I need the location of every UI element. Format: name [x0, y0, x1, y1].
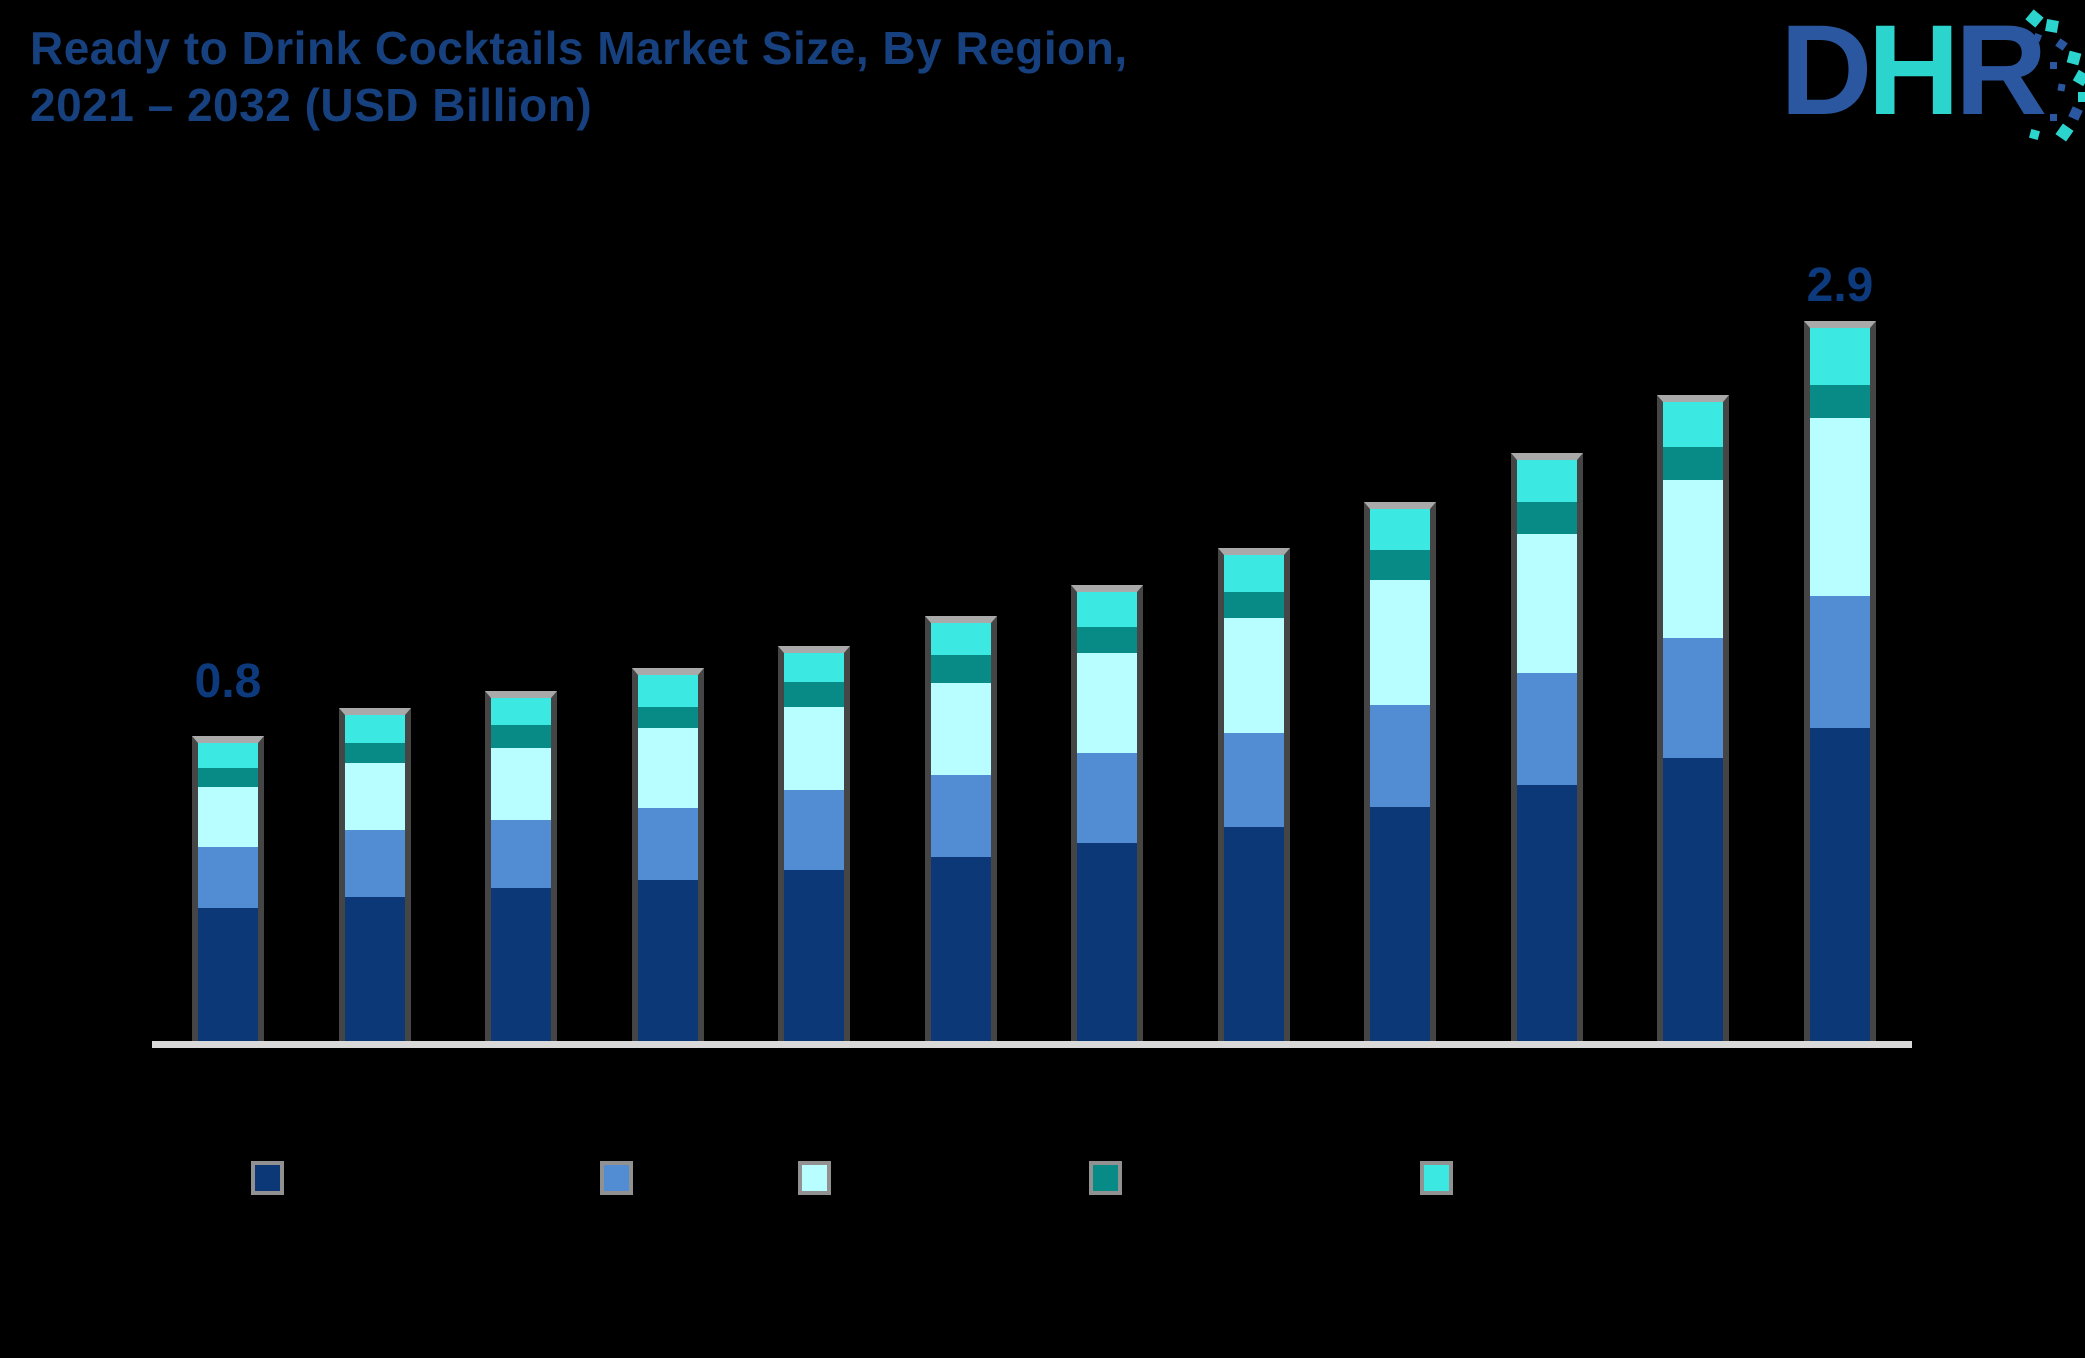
logo-burst-square	[2066, 50, 2082, 66]
segment-navy-2032	[1810, 728, 1870, 1042]
segment-dark-teal-2030	[1517, 502, 1577, 534]
segment-pale-cyan-2030	[1517, 534, 1577, 673]
segment-pale-cyan-2028	[1224, 618, 1284, 733]
segment-dark-teal-2028	[1224, 592, 1284, 618]
segment-bright-cyan-2030	[1517, 460, 1577, 502]
segment-pale-cyan-2022	[345, 763, 405, 830]
segment-dark-teal-2021	[198, 768, 258, 787]
logo-burst-square	[2045, 19, 2059, 33]
segment-dark-teal-2029	[1370, 550, 1430, 580]
segment-pale-cyan-2029	[1370, 580, 1430, 705]
segment-navy-2031	[1663, 758, 1723, 1042]
bar-2028	[1218, 548, 1290, 1042]
segment-pale-cyan-2025	[784, 707, 844, 790]
logo-burst-square	[2057, 83, 2066, 92]
segment-navy-2022	[345, 897, 405, 1042]
segment-dark-teal-2032	[1810, 385, 1870, 418]
segment-medium-blue-2023	[491, 820, 551, 888]
segment-bright-cyan-2024	[638, 675, 698, 707]
segment-bright-cyan-2025	[784, 653, 844, 682]
segment-medium-blue-2027	[1077, 753, 1137, 843]
legend-swatch-bright-cyan	[1420, 1161, 1453, 1195]
segment-bright-cyan-2027	[1077, 592, 1137, 627]
segment-bright-cyan-2026	[931, 623, 991, 655]
bar-2024	[632, 668, 704, 1042]
chart-title: Ready to Drink Cocktails Market Size, By…	[30, 20, 1128, 134]
segment-medium-blue-2028	[1224, 733, 1284, 827]
bar-2022	[339, 708, 411, 1042]
x-axis-line	[152, 1041, 1912, 1048]
segment-medium-blue-2031	[1663, 638, 1723, 758]
bar-2030	[1511, 453, 1583, 1042]
segment-medium-blue-2026	[931, 775, 991, 857]
logo-burst-square	[2068, 106, 2083, 121]
segment-navy-2024	[638, 880, 698, 1042]
legend-swatch-medium-blue	[600, 1161, 633, 1195]
logo-letter-h: H	[1867, 0, 1959, 142]
segment-bright-cyan-2021	[198, 743, 258, 768]
segment-dark-teal-2027	[1077, 627, 1137, 653]
legend-swatch-pale-cyan	[798, 1161, 831, 1195]
segment-navy-2029	[1370, 807, 1430, 1042]
legend-swatch-navy	[251, 1161, 284, 1195]
segment-bright-cyan-2031	[1663, 402, 1723, 447]
segment-navy-2026	[931, 857, 991, 1042]
logo-burst-square	[2050, 114, 2057, 121]
segment-pale-cyan-2023	[491, 748, 551, 820]
segment-medium-blue-2021	[198, 847, 258, 908]
segment-navy-2021	[198, 908, 258, 1042]
segment-medium-blue-2024	[638, 808, 698, 880]
segment-navy-2028	[1224, 827, 1284, 1042]
logo-letter-d: D	[1780, 0, 1872, 142]
bar-2023	[485, 691, 557, 1042]
logo-burst-square	[2072, 69, 2085, 87]
segment-pale-cyan-2026	[931, 683, 991, 775]
segment-bright-cyan-2023	[491, 698, 551, 725]
segment-bright-cyan-2032	[1810, 328, 1870, 385]
segment-bright-cyan-2022	[345, 715, 405, 743]
segment-dark-teal-2026	[931, 655, 991, 683]
segment-pale-cyan-2024	[638, 728, 698, 808]
segment-dark-teal-2031	[1663, 447, 1723, 480]
segment-bright-cyan-2029	[1370, 509, 1430, 550]
bar-2031	[1657, 395, 1729, 1042]
logo-burst-square	[2055, 38, 2068, 51]
segment-pale-cyan-2032	[1810, 418, 1870, 596]
legend-swatch-dark-teal	[1089, 1161, 1122, 1195]
chart-title-line-2: 2021 – 2032 (USD Billion)	[30, 79, 593, 131]
segment-pale-cyan-2031	[1663, 480, 1723, 638]
bar-2029	[1364, 502, 1436, 1042]
segment-medium-blue-2025	[784, 790, 844, 870]
value-label-2032: 2.9	[1806, 259, 1874, 312]
logo-burst-square	[2050, 62, 2057, 69]
segment-dark-teal-2025	[784, 682, 844, 707]
bar-2032	[1804, 321, 1876, 1042]
logo-letter-r: R	[1954, 0, 2047, 142]
segment-dark-teal-2024	[638, 707, 698, 728]
segment-navy-2030	[1517, 785, 1577, 1042]
segment-medium-blue-2030	[1517, 673, 1577, 785]
logo-burst-square	[2055, 123, 2074, 142]
logo-burst-square	[2078, 92, 2085, 102]
segment-medium-blue-2032	[1810, 596, 1870, 728]
segment-navy-2023	[491, 888, 551, 1042]
bar-2021	[192, 736, 264, 1042]
segment-medium-blue-2022	[345, 830, 405, 897]
segment-dark-teal-2023	[491, 725, 551, 748]
segment-bright-cyan-2028	[1224, 555, 1284, 592]
segment-pale-cyan-2027	[1077, 653, 1137, 753]
dhr-logo: DHR	[1780, 7, 2085, 142]
segment-medium-blue-2029	[1370, 705, 1430, 807]
value-label-2021: 0.8	[194, 655, 262, 708]
segment-navy-2027	[1077, 843, 1137, 1042]
dhr-logo-letters: DHR	[1780, 7, 2047, 135]
segment-navy-2025	[784, 870, 844, 1042]
bar-2026	[925, 616, 997, 1042]
bar-2027	[1071, 585, 1143, 1042]
chart-title-line-1: Ready to Drink Cocktails Market Size, By…	[30, 22, 1128, 74]
bar-2025	[778, 646, 850, 1042]
segment-dark-teal-2022	[345, 743, 405, 763]
segment-pale-cyan-2021	[198, 787, 258, 847]
